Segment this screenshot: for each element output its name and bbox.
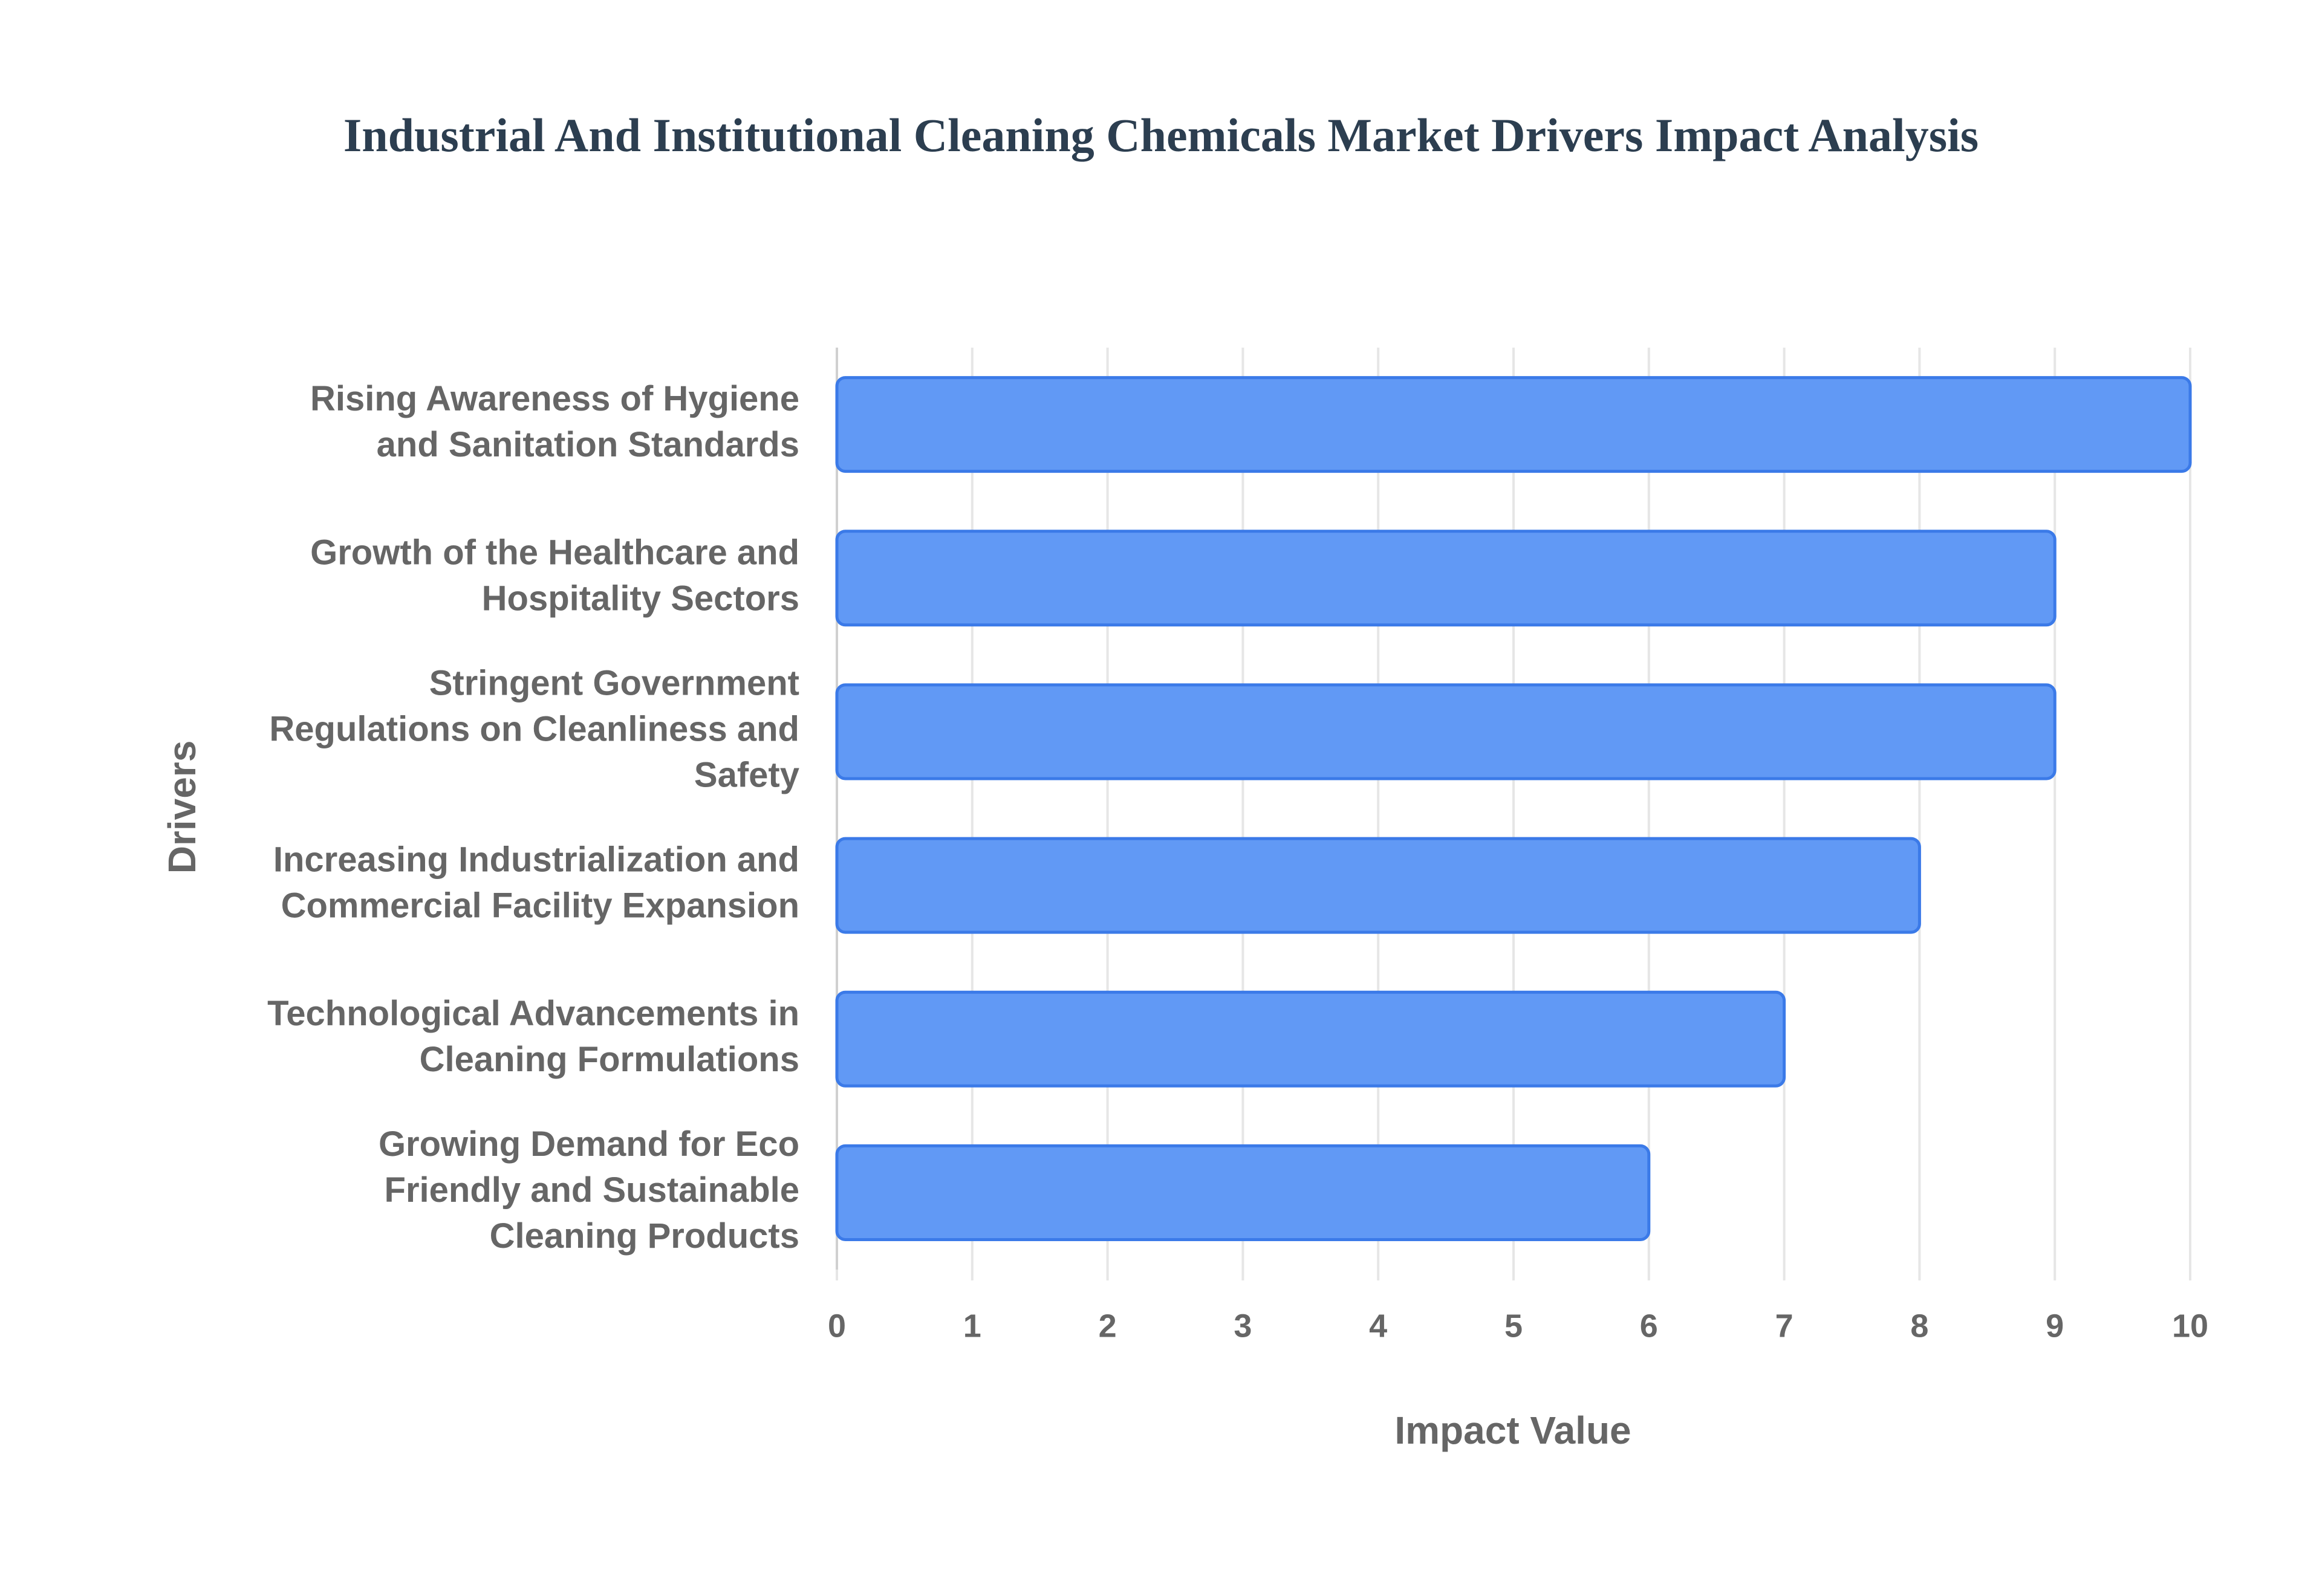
x-tick-label: 2: [1099, 1308, 1117, 1344]
bar: [835, 990, 1786, 1088]
x-tick-label: 3: [1234, 1308, 1252, 1344]
x-tick-label: 5: [1504, 1308, 1523, 1344]
y-tick-label: Growing Demand for Eco Friendly and Susta…: [379, 1124, 799, 1256]
bar: [835, 1144, 1651, 1241]
y-axis-title: Drivers: [160, 741, 204, 874]
x-tick-label: 10: [2172, 1308, 2208, 1344]
bar: [835, 837, 1921, 934]
y-tick-label: Stringent Government Regulations on Clean…: [269, 664, 799, 795]
y-tick-label: Growth of the Healthcare and Hospitality …: [310, 533, 799, 618]
y-tick-label: Rising Awareness of Hygiene and Sanitatio…: [310, 379, 799, 464]
x-tick-label: 7: [1775, 1308, 1794, 1344]
x-tick-label: 4: [1369, 1308, 1387, 1344]
x-tick-label: 9: [2046, 1308, 2064, 1344]
bar: [835, 530, 2057, 627]
y-tick-label: Technological Advancements in Cleaning Fo…: [267, 994, 799, 1079]
chart-title: Industrial And Institutional Cleaning Ch…: [343, 109, 1979, 161]
x-tick-label: 6: [1640, 1308, 1658, 1344]
x-tick-label: 8: [1910, 1308, 1928, 1344]
bar: [835, 376, 2192, 473]
bar: [835, 683, 2057, 780]
x-tick-label: 0: [828, 1308, 846, 1344]
x-tick-label: 1: [963, 1308, 981, 1344]
y-tick-label: Increasing Industrialization and Commerci…: [273, 840, 799, 926]
x-axis-title: Impact Value: [1394, 1409, 1631, 1452]
